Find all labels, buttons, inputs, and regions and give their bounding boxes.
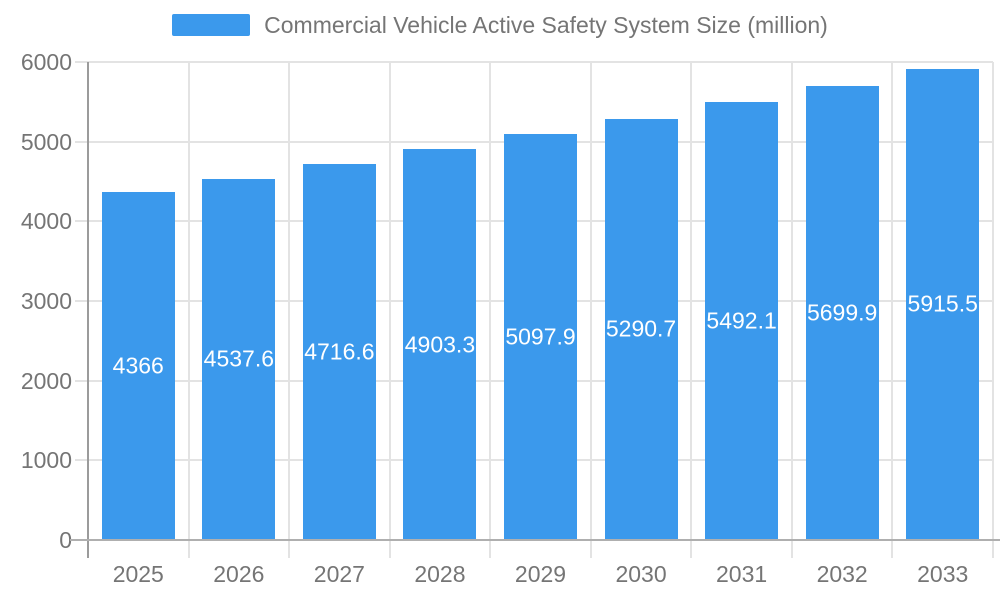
gridline-h (75, 61, 993, 63)
y-tick-label: 0 (59, 527, 72, 553)
bar-value-label: 4716.6 (304, 338, 375, 365)
x-tick-label: 2029 (514, 561, 567, 587)
y-tick-label: 4000 (20, 208, 72, 235)
y-axis-line (87, 62, 89, 558)
bar[interactable] (202, 178, 276, 540)
bar-value-label: 4903.3 (404, 331, 476, 358)
gridline-v (790, 62, 793, 558)
y-tick-label: 6000 (20, 49, 72, 75)
y-tick-label: 3000 (20, 288, 72, 314)
gridline-v (891, 62, 894, 558)
bar-value-label: 5699.9 (806, 299, 878, 326)
y-tick-label: 5000 (20, 128, 72, 155)
gridline-v (187, 62, 190, 558)
bar[interactable] (805, 85, 879, 540)
legend-label: Commercial Vehicle Active Safety System … (264, 11, 828, 38)
legend-swatch (172, 14, 251, 36)
bar-value-label: 5915.5 (907, 290, 978, 317)
x-tick-label: 2028 (414, 561, 466, 587)
bar[interactable] (101, 192, 175, 540)
y-tick-label: 2000 (20, 367, 72, 394)
x-tick-label: 2026 (213, 561, 265, 587)
bar-value-label: 5492.1 (706, 307, 777, 334)
bar[interactable] (504, 133, 577, 540)
gridline-v (992, 62, 994, 558)
x-tick-label: 2030 (615, 561, 667, 587)
x-tick-label: 2033 (917, 561, 969, 587)
gridline-v (589, 62, 592, 558)
gridline-v (690, 62, 693, 558)
x-axis-line (70, 539, 1000, 541)
bar-value-label: 4366 (112, 352, 164, 379)
gridline-v (288, 62, 291, 558)
y-tick-label: 1000 (20, 447, 72, 474)
bar[interactable] (604, 118, 678, 540)
bar[interactable] (705, 102, 779, 540)
gridline-v (489, 62, 492, 558)
bar-value-label: 5097.9 (505, 323, 576, 350)
bar[interactable] (403, 149, 477, 540)
x-tick-label: 2027 (313, 561, 365, 587)
bar[interactable] (302, 164, 376, 540)
x-tick-label: 2031 (716, 561, 768, 587)
gridline-v (388, 62, 391, 558)
bar-value-label: 4537.6 (203, 345, 275, 372)
bar-value-label: 5290.7 (605, 315, 677, 342)
bar[interactable] (906, 68, 980, 540)
legend-item[interactable]: Commercial Vehicle Active Safety System … (0, 0, 1000, 50)
x-tick-label: 2032 (816, 561, 868, 587)
x-tick-label: 2025 (112, 561, 164, 587)
